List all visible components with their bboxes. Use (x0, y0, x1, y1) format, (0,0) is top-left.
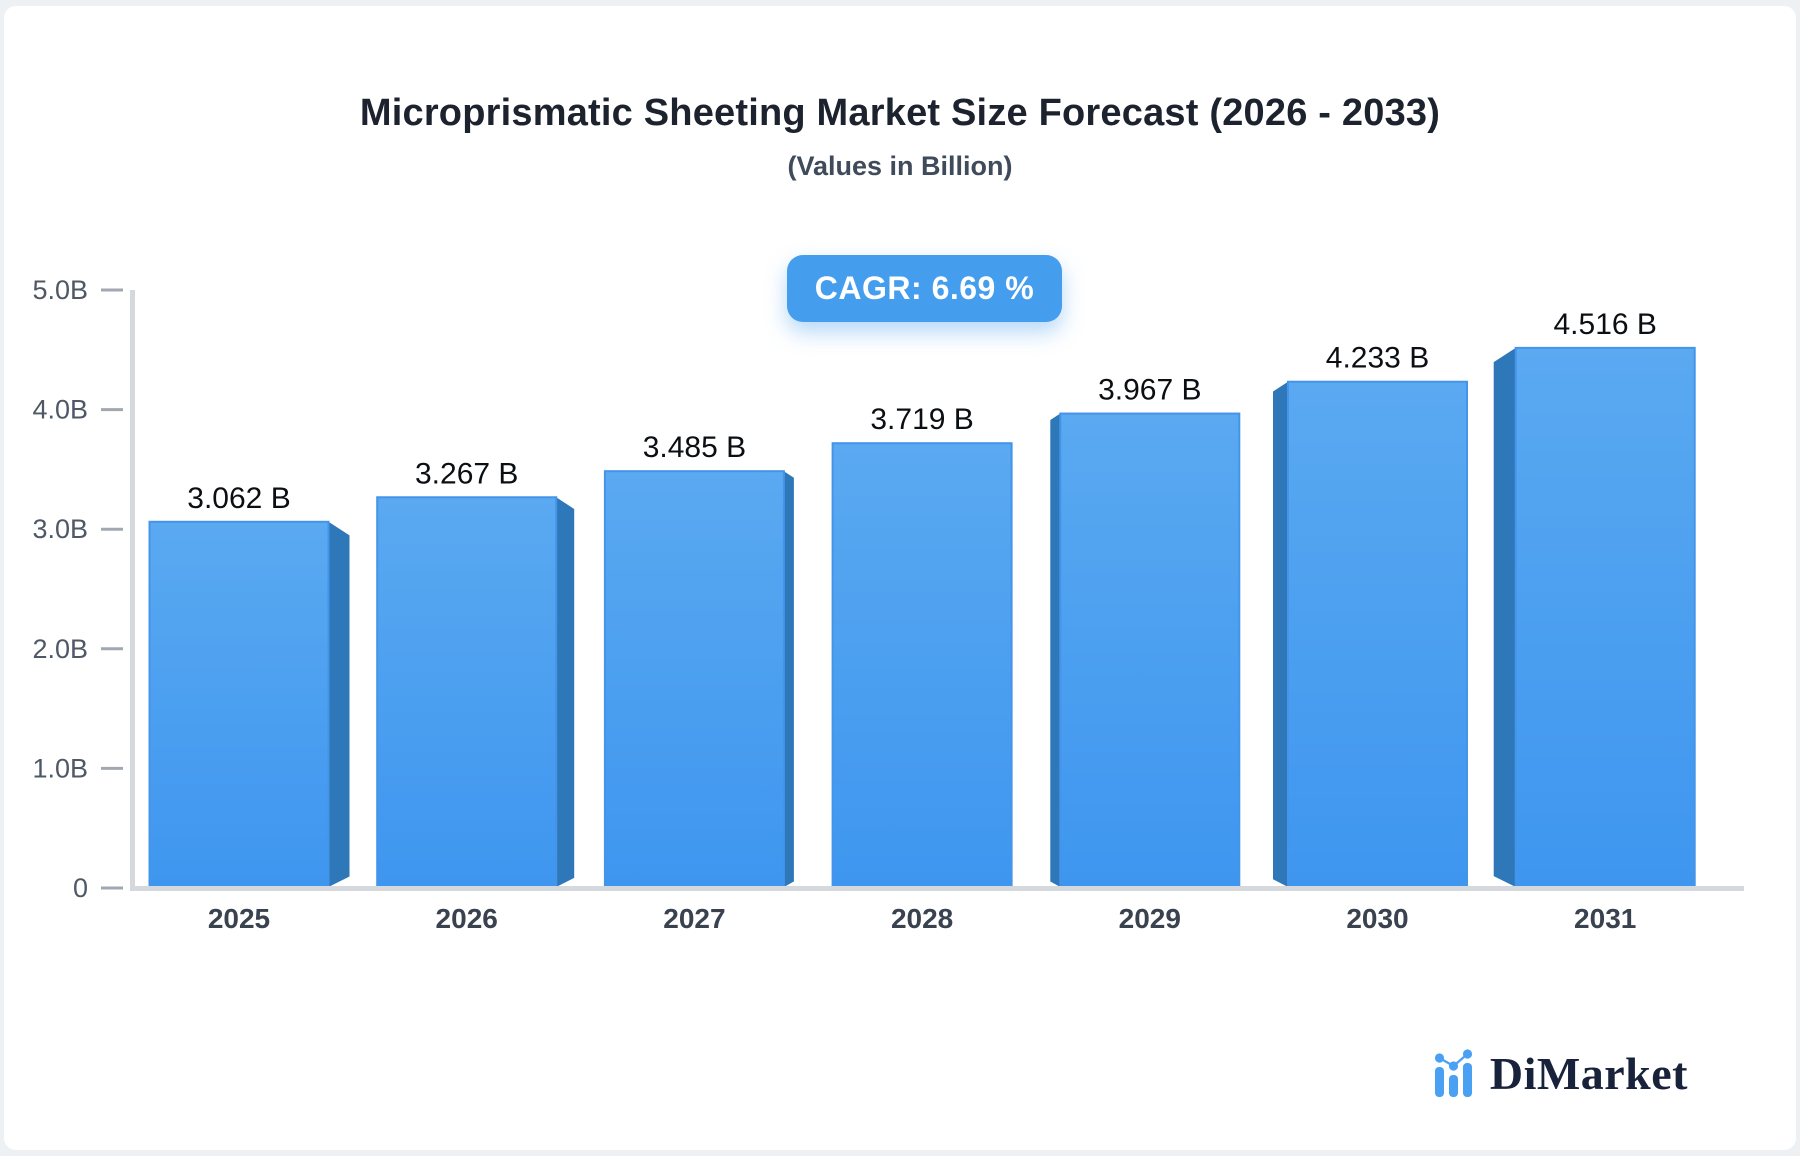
y-axis-label-0: 0 (73, 873, 88, 903)
bar-2026 (376, 496, 558, 889)
bar-2029 (1059, 412, 1241, 889)
x-axis-label-2031: 2031 (1574, 903, 1636, 934)
bar-2025 (148, 520, 330, 889)
y-axis-label-3.0B: 3.0B (32, 514, 88, 544)
logo-text: DiMarket (1489, 1048, 1688, 1099)
y-axis-label-5.0B: 5.0B (32, 275, 88, 305)
bar-side-2026 (556, 497, 575, 887)
chart-header: Microprismatic Sheeting Market Size Fore… (0, 92, 1800, 182)
dimarket-logo: DiMarket (1434, 1047, 1688, 1100)
y-axis-label-2.0B: 2.0B (32, 634, 88, 664)
cagr-badge: CAGR: 6.69 % (787, 255, 1062, 322)
x-axis-label-2028: 2028 (891, 903, 953, 934)
bar-value-label-2030: 4.233 B (1326, 342, 1429, 375)
bar-value-label-2028: 3.719 B (870, 403, 973, 436)
bar-value-label-2026: 3.267 B (415, 457, 518, 490)
bar-2027 (603, 470, 785, 889)
bar-side-2031 (1493, 347, 1516, 887)
x-axis-label-2026: 2026 (436, 903, 498, 934)
bar-side-2030 (1273, 381, 1288, 887)
bar-value-label-2025: 3.062 B (187, 482, 290, 515)
x-axis-label-2030: 2030 (1346, 903, 1408, 934)
logo-bars-icon (1434, 1048, 1472, 1097)
bar-side-2027 (783, 471, 794, 887)
x-axis-label-2027: 2027 (663, 903, 725, 934)
y-axis-label-1.0B: 1.0B (32, 753, 88, 783)
bar-side-2029 (1050, 413, 1061, 887)
x-axis-label-2025: 2025 (208, 903, 270, 934)
bar-2030 (1287, 380, 1468, 889)
chart-subtitle: (Values in Billion) (787, 151, 1013, 181)
y-axis-label-4.0B: 4.0B (32, 395, 88, 425)
bar-2031 (1514, 346, 1696, 889)
chart-title: Microprismatic Sheeting Market Size Fore… (359, 92, 1441, 134)
bar-side-2025 (328, 521, 350, 887)
cagr-badge-label: CAGR: 6.69 % (814, 270, 1035, 306)
bar-value-label-2027: 3.485 B (643, 431, 746, 464)
bar-value-label-2029: 3.967 B (1098, 374, 1201, 407)
x-axis-label-2029: 2029 (1119, 903, 1181, 934)
bar-value-label-2031: 4.516 B (1553, 308, 1656, 341)
bar-2028 (831, 442, 1013, 889)
